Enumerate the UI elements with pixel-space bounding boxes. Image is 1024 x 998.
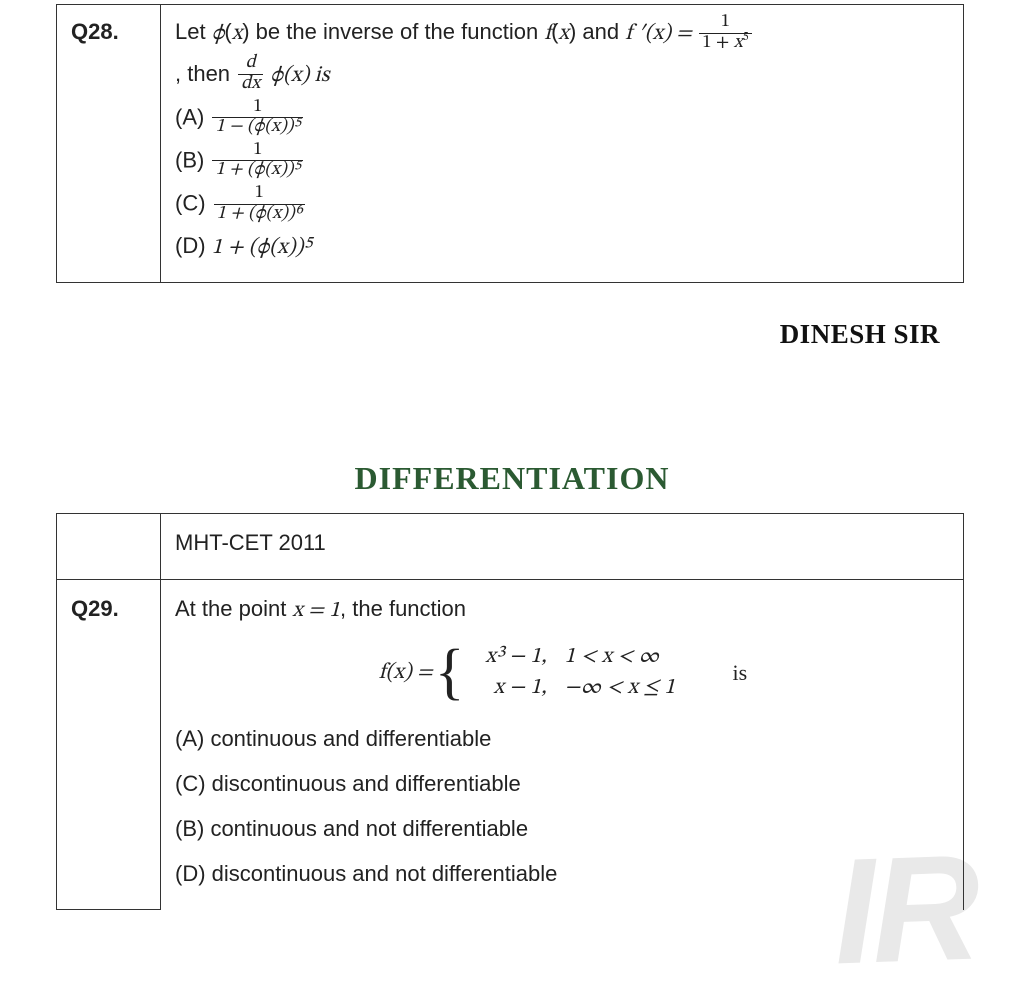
left-brace-icon: { bbox=[435, 648, 465, 698]
q29-number: Q29. bbox=[57, 579, 161, 910]
q28-option-c: (C) 11 + (ϕ(x))⁶ bbox=[175, 184, 951, 225]
phi-symbol: ϕ bbox=[212, 23, 225, 45]
author-credit: DINESH SIR bbox=[0, 319, 1024, 350]
q28-option-a: (A) 11 − (ϕ(x))⁵ bbox=[175, 98, 951, 139]
chapter-title: DIFFERENTIATION bbox=[0, 460, 1024, 497]
frac-1-over-1plusx5: 11 + x5 bbox=[699, 13, 751, 54]
q29-option-d: (D) discontinuous and not differentiable bbox=[175, 853, 951, 896]
q28-option-b: (B) 11 + (ϕ(x))⁵ bbox=[175, 141, 951, 182]
q28-option-d: (D) 1 + (ϕ(x))⁵ bbox=[175, 227, 951, 267]
q29-option-c: (C) discontinuous and differentiable bbox=[175, 763, 951, 806]
fprime: f ′(x) = bbox=[625, 23, 697, 45]
q29-option-a: (A) continuous and differentiable bbox=[175, 718, 951, 761]
question-29-table: MHT-CET 2011 Q29. At the point x = 1, th… bbox=[56, 513, 964, 910]
q29-body: At the point x = 1, the function f(x) = … bbox=[161, 579, 964, 910]
piecewise-function: f(x) = { x³ − 1, 1 < x < ∞ x − 1, −∞ < x… bbox=[175, 642, 951, 704]
ddx-frac: ddx bbox=[238, 54, 263, 95]
question-28-table: Q28. Let ϕ(x) be the inverse of the func… bbox=[56, 4, 964, 283]
year-header-blank bbox=[57, 513, 161, 579]
q29-option-b: (B) continuous and not differentiable bbox=[175, 808, 951, 851]
year-header: MHT-CET 2011 bbox=[161, 513, 964, 579]
q28-stem-a: Let bbox=[175, 19, 212, 44]
q28-number: Q28. bbox=[57, 5, 161, 283]
q28-body: Let ϕ(x) be the inverse of the function … bbox=[161, 5, 964, 283]
